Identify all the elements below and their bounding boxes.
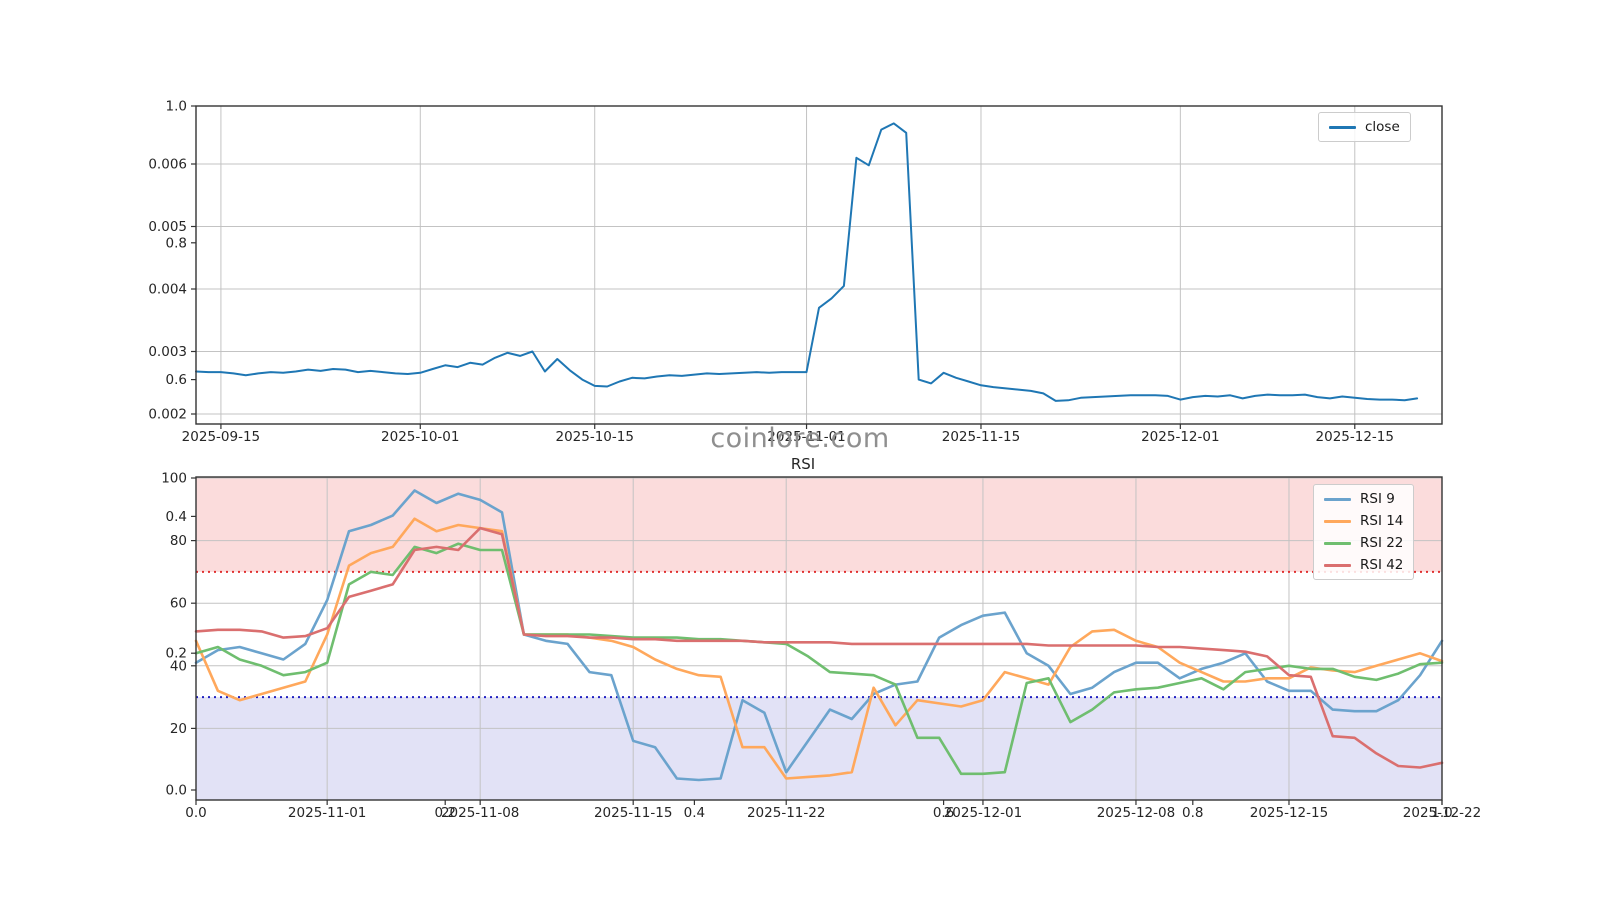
overlay-y-tick-label: 0.6 (166, 372, 187, 388)
legend-row-rsi22: RSI 22 (1324, 535, 1403, 551)
rsi-x-tick-label: 2025-12-22 (1403, 805, 1481, 821)
legend-label-rsi14: RSI 14 (1360, 513, 1404, 529)
price-y-tick-label: 0.004 (148, 282, 187, 298)
rsi-y-tick-label: 20 (170, 721, 187, 737)
price-x-tick-label: 2025-12-01 (1141, 429, 1219, 445)
overlay-x-tick-label: 1.0 (1431, 805, 1452, 821)
legend-row-rsi9: RSI 9 (1324, 491, 1403, 507)
rsi-x-tick-label: 2025-11-01 (288, 805, 366, 821)
rsi-x-tick-label: 2025-11-08 (441, 805, 519, 821)
rsi-x-tick-label: 2025-12-01 (944, 805, 1022, 821)
rsi-line-rsi42 (194, 526, 1444, 769)
price-x-tick-label: 2025-10-15 (555, 429, 633, 445)
price-legend: close (1318, 112, 1411, 142)
rsi-band-oversold-zone (196, 697, 1442, 800)
price-y-tick-label: 0.003 (148, 344, 187, 360)
price-y-tick-label: 0.002 (148, 407, 187, 423)
overlay-x-tick-label: 0.4 (684, 805, 705, 821)
price-x-tick-label: 2025-09-15 (182, 429, 260, 445)
legend-row-rsi42: RSI 42 (1324, 557, 1403, 573)
rsi-y-tick-label: 60 (170, 596, 187, 612)
rsi-line-rsi9 (194, 489, 1444, 782)
price-y-tick-label: 0.005 (148, 219, 187, 235)
legend-label-rsi9: RSI 9 (1360, 491, 1395, 507)
rsi14-line-swatch (1324, 519, 1351, 523)
rsi9-line-swatch (1324, 497, 1351, 501)
overlay-y-tick-label: 0.8 (166, 235, 187, 251)
rsi-legend: RSI 9 RSI 14 RSI 22 RSI 42 (1313, 484, 1415, 580)
price-plot-frame (195, 105, 1443, 425)
rsi-line-rsi22 (194, 542, 1444, 776)
overlay-x-tick-label: 0.0 (185, 805, 206, 821)
price-y-tick-label: 0.006 (148, 157, 187, 173)
rsi-x-tick-label: 2025-12-15 (1250, 805, 1328, 821)
close-line (195, 122, 1419, 402)
legend-row-rsi14: RSI 14 (1324, 513, 1403, 529)
rsi-x-tick-label: 2025-11-22 (747, 805, 825, 821)
legend-row-close: close (1329, 119, 1400, 135)
rsi-y-tick-label: 100 (161, 471, 187, 487)
legend-label-rsi42: RSI 42 (1360, 557, 1404, 573)
price-x-tick-label: 2025-11-01 (767, 429, 845, 445)
overlay-y-tick-label: 0.4 (166, 509, 187, 525)
rsi22-line-swatch (1324, 541, 1351, 545)
overlay-x-tick-label: 0.6 (933, 805, 954, 821)
rsi-band-overbought-zone (196, 477, 1442, 572)
overlay-y-tick-label: 1.0 (166, 99, 187, 115)
close-line-swatch (1329, 125, 1356, 129)
overlay-y-tick-label: 0.2 (166, 646, 187, 662)
overlay-x-tick-label: 0.8 (1182, 805, 1203, 821)
rsi42-line-swatch (1324, 563, 1351, 567)
overlay-y-tick-label: 0.0 (166, 783, 187, 799)
rsi-y-tick-label: 40 (170, 658, 187, 674)
price-x-tick-label: 2025-12-15 (1316, 429, 1394, 445)
rsi-plot-frame (195, 476, 1443, 801)
rsi-x-tick-label: 2025-12-08 (1097, 805, 1175, 821)
overlay-x-tick-label: 0.2 (434, 805, 455, 821)
rsi-y-tick-label: 80 (170, 533, 187, 549)
price-x-tick-label: 2025-11-15 (942, 429, 1020, 445)
legend-label-close: close (1365, 119, 1400, 135)
rsi-x-tick-label: 2025-11-15 (594, 805, 672, 821)
rsi-title: RSI (790, 455, 816, 473)
legend-label-rsi22: RSI 22 (1360, 535, 1404, 551)
price-x-tick-label: 2025-10-01 (381, 429, 459, 445)
